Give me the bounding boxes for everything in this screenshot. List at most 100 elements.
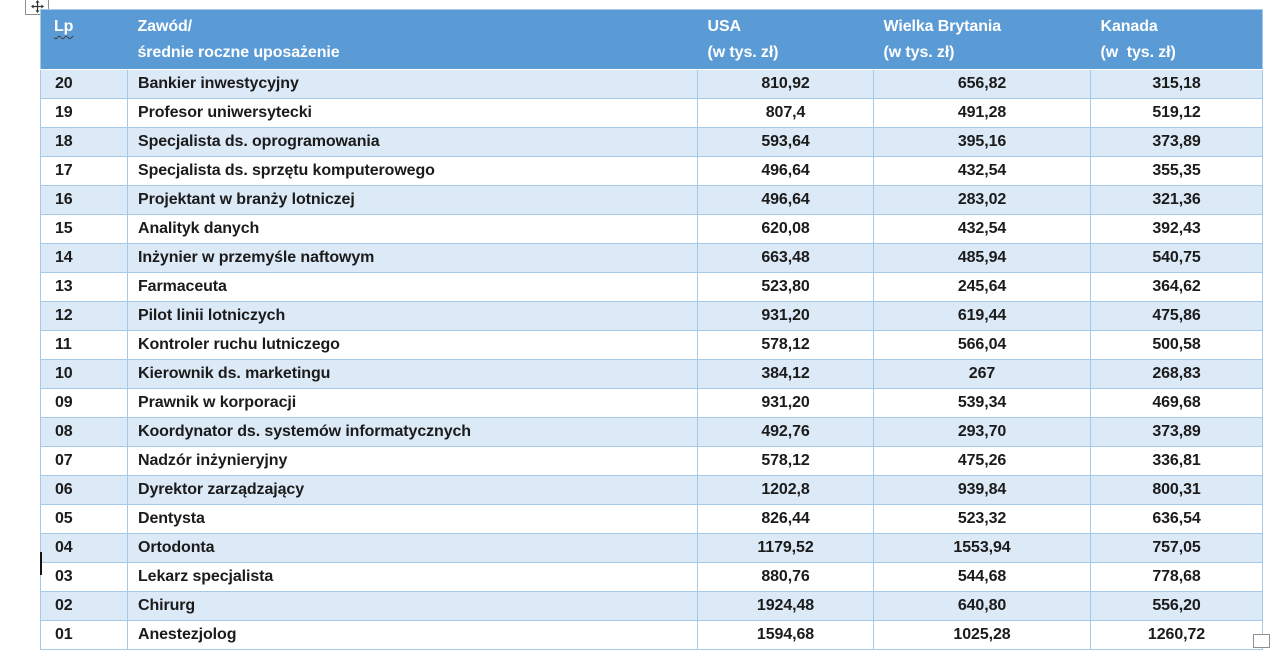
cell-usa[interactable]: 620,08 <box>697 214 874 244</box>
cell-wb[interactable]: 640,80 <box>873 591 1091 621</box>
cell-lp[interactable]: 06 <box>40 475 128 505</box>
cell-usa[interactable]: 523,80 <box>697 272 874 302</box>
cell-zawod[interactable]: Inżynier w przemyśle naftowym <box>127 243 698 273</box>
cell-zawod[interactable]: Prawnik w korporacji <box>127 388 698 418</box>
cell-zawod[interactable]: Lekarz specjalista <box>127 562 698 592</box>
cell-wb[interactable]: 656,82 <box>873 69 1091 99</box>
cell-kanada[interactable]: 321,36 <box>1090 185 1263 215</box>
cell-wb[interactable]: 1553,94 <box>873 533 1091 563</box>
cell-kanada[interactable]: 392,43 <box>1090 214 1263 244</box>
cell-kanada[interactable]: 800,31 <box>1090 475 1263 505</box>
cell-kanada[interactable]: 373,89 <box>1090 417 1263 447</box>
cell-zawod[interactable]: Farmaceuta <box>127 272 698 302</box>
cell-kanada[interactable]: 500,58 <box>1090 330 1263 360</box>
cell-wb[interactable]: 395,16 <box>873 127 1091 157</box>
cell-kanada[interactable]: 475,86 <box>1090 301 1263 331</box>
cell-usa[interactable]: 810,92 <box>697 69 874 99</box>
cell-lp[interactable]: 02 <box>40 591 128 621</box>
cell-wb[interactable]: 491,28 <box>873 98 1091 128</box>
cell-lp[interactable]: 15 <box>40 214 128 244</box>
cell-zawod[interactable]: Anestezjolog <box>127 620 698 650</box>
cell-wb[interactable]: 432,54 <box>873 214 1091 244</box>
cell-usa[interactable]: 931,20 <box>697 301 874 331</box>
cell-kanada[interactable]: 336,81 <box>1090 446 1263 476</box>
cell-zawod[interactable]: Analityk danych <box>127 214 698 244</box>
cell-zawod[interactable]: Kontroler ruchu lutniczego <box>127 330 698 360</box>
cell-lp[interactable]: 17 <box>40 156 128 186</box>
cell-usa[interactable]: 807,4 <box>697 98 874 128</box>
cell-zawod[interactable]: Dyrektor zarządzający <box>127 475 698 505</box>
cell-usa[interactable]: 496,64 <box>697 156 874 186</box>
cell-usa[interactable]: 593,64 <box>697 127 874 157</box>
table-resize-handle-icon[interactable] <box>1253 634 1270 648</box>
cell-wb[interactable]: 523,32 <box>873 504 1091 534</box>
cell-kanada[interactable]: 373,89 <box>1090 127 1263 157</box>
cell-kanada[interactable]: 519,12 <box>1090 98 1263 128</box>
column-header-zawod[interactable]: Zawód/średnie roczne uposażenie <box>127 9 698 70</box>
cell-lp[interactable]: 20 <box>40 69 128 99</box>
cell-usa[interactable]: 578,12 <box>697 330 874 360</box>
cell-zawod[interactable]: Pilot linii lotniczych <box>127 301 698 331</box>
cell-wb[interactable]: 539,34 <box>873 388 1091 418</box>
cell-kanada[interactable]: 1260,72 <box>1090 620 1263 650</box>
cell-wb[interactable]: 245,64 <box>873 272 1091 302</box>
cell-lp[interactable]: 10 <box>40 359 128 389</box>
cell-lp[interactable]: 16 <box>40 185 128 215</box>
cell-usa[interactable]: 578,12 <box>697 446 874 476</box>
cell-lp[interactable]: 13 <box>40 272 128 302</box>
cell-usa[interactable]: 931,20 <box>697 388 874 418</box>
cell-lp[interactable]: 14 <box>40 243 128 273</box>
cell-usa[interactable]: 880,76 <box>697 562 874 592</box>
cell-kanada[interactable]: 355,35 <box>1090 156 1263 186</box>
cell-usa[interactable]: 384,12 <box>697 359 874 389</box>
cell-kanada[interactable]: 778,68 <box>1090 562 1263 592</box>
cell-wb[interactable]: 566,04 <box>873 330 1091 360</box>
cell-wb[interactable]: 432,54 <box>873 156 1091 186</box>
column-header-usa[interactable]: USA (w tys. zł) <box>697 9 874 70</box>
column-header-wb[interactable]: Wielka Brytania (w tys. zł) <box>873 9 1091 70</box>
cell-wb[interactable]: 1025,28 <box>873 620 1091 650</box>
cell-kanada[interactable]: 268,83 <box>1090 359 1263 389</box>
cell-wb[interactable]: 293,70 <box>873 417 1091 447</box>
cell-usa[interactable]: 1924,48 <box>697 591 874 621</box>
cell-wb[interactable]: 619,44 <box>873 301 1091 331</box>
column-header-kanada[interactable]: Kanada (w tys. zł) <box>1090 9 1263 70</box>
cell-zawod[interactable]: Bankier inwestycyjny <box>127 69 698 99</box>
cell-lp[interactable]: 03 <box>40 562 128 592</box>
cell-zawod[interactable]: Specjalista ds. sprzętu komputerowego <box>127 156 698 186</box>
cell-zawod[interactable]: Projektant w branży lotniczej <box>127 185 698 215</box>
cell-kanada[interactable]: 636,54 <box>1090 504 1263 534</box>
cell-wb[interactable]: 544,68 <box>873 562 1091 592</box>
cell-zawod[interactable]: Dentysta <box>127 504 698 534</box>
cell-lp[interactable]: 08 <box>40 417 128 447</box>
cell-lp[interactable]: 04 <box>40 533 128 563</box>
cell-lp[interactable]: 01 <box>40 620 128 650</box>
cell-usa[interactable]: 663,48 <box>697 243 874 273</box>
cell-zawod[interactable]: Chirurg <box>127 591 698 621</box>
cell-wb[interactable]: 475,26 <box>873 446 1091 476</box>
cell-zawod[interactable]: Profesor uniwersytecki <box>127 98 698 128</box>
cell-lp[interactable]: 18 <box>40 127 128 157</box>
cell-zawod[interactable]: Koordynator ds. systemów informatycznych <box>127 417 698 447</box>
cell-kanada[interactable]: 540,75 <box>1090 243 1263 273</box>
cell-zawod[interactable]: Nadzór inżynieryjny <box>127 446 698 476</box>
cell-kanada[interactable]: 757,05 <box>1090 533 1263 563</box>
cell-lp[interactable]: 09 <box>40 388 128 418</box>
cell-wb[interactable]: 283,02 <box>873 185 1091 215</box>
cell-lp[interactable]: 11 <box>40 330 128 360</box>
cell-usa[interactable]: 496,64 <box>697 185 874 215</box>
cell-lp[interactable]: 07 <box>40 446 128 476</box>
cell-zawod[interactable]: Kierownik ds. marketingu <box>127 359 698 389</box>
cell-kanada[interactable]: 315,18 <box>1090 69 1263 99</box>
cell-lp[interactable]: 19 <box>40 98 128 128</box>
cell-kanada[interactable]: 556,20 <box>1090 591 1263 621</box>
cell-usa[interactable]: 1202,8 <box>697 475 874 505</box>
cell-wb[interactable]: 267 <box>873 359 1091 389</box>
cell-zawod[interactable]: Ortodonta <box>127 533 698 563</box>
cell-usa[interactable]: 492,76 <box>697 417 874 447</box>
cell-usa[interactable]: 1179,52 <box>697 533 874 563</box>
cell-kanada[interactable]: 469,68 <box>1090 388 1263 418</box>
cell-wb[interactable]: 485,94 <box>873 243 1091 273</box>
cell-lp[interactable]: 05 <box>40 504 128 534</box>
column-header-lp[interactable]: Lp <box>40 9 128 70</box>
